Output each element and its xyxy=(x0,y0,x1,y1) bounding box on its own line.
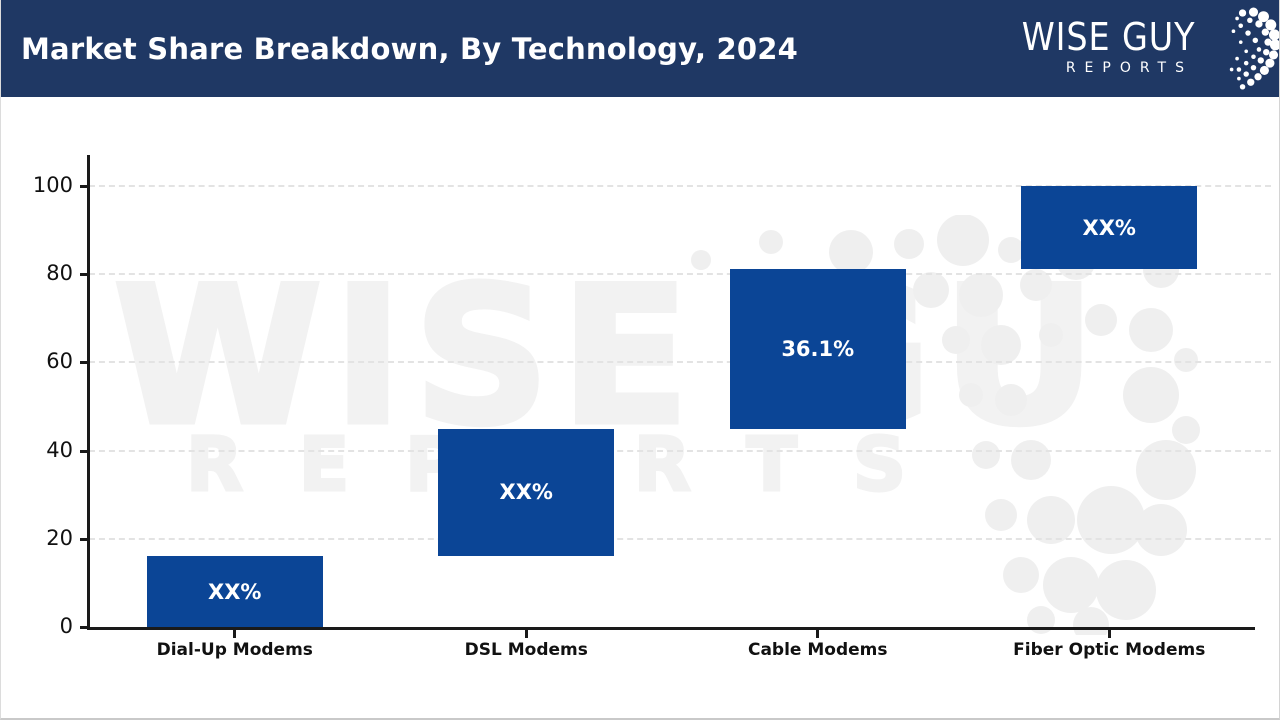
gridline-y100 xyxy=(89,185,1271,187)
header-bar: Market Share Breakdown, By Technology, 2… xyxy=(1,0,1279,97)
y-tick-mark xyxy=(80,361,88,365)
bar-value-label: 36.1% xyxy=(781,336,855,361)
y-tick-label: 20 xyxy=(46,525,73,550)
y-tick-mark xyxy=(80,185,88,188)
gridline-y20 xyxy=(89,537,1271,540)
gridline-y60 xyxy=(89,361,1271,364)
logo-text-wiseguy: WISE GUY xyxy=(1021,15,1195,59)
y-axis xyxy=(87,155,90,630)
y-tick-label: 0 xyxy=(59,614,73,638)
x-category-label: Cable Modems xyxy=(747,640,888,660)
wiseguy-logo: WISE GUY REPORTS xyxy=(998,18,1195,76)
y-tick-label: 100 xyxy=(32,173,73,197)
y-tick-mark xyxy=(80,626,88,629)
gridline-y40 xyxy=(89,449,1271,452)
gridline-y80 xyxy=(89,273,1271,276)
wiseguy-face-icon xyxy=(1229,7,1279,90)
watermark-face-dots xyxy=(691,215,1200,635)
x-tick-mark xyxy=(233,630,237,638)
x-tick-mark xyxy=(1107,630,1111,638)
y-tick-mark xyxy=(80,273,88,277)
bar-value-label: XX% xyxy=(1082,215,1136,240)
bar-fiber-optic-modems: XX% xyxy=(1021,186,1198,270)
bar-dial-up-modems: XX% xyxy=(146,556,323,627)
y-tick-label: 80 xyxy=(46,261,73,286)
bar-value-label: XX% xyxy=(499,480,553,505)
page-title: Market Share Breakdown, By Technology, 2… xyxy=(21,31,799,66)
bar-value-label: XX% xyxy=(208,579,262,604)
y-tick-mark xyxy=(80,537,88,541)
x-category-label: Fiber Optic Modems xyxy=(1013,640,1206,660)
logo-text-reports: REPORTS xyxy=(1065,60,1193,76)
x-tick-mark xyxy=(524,630,528,638)
x-tick-mark xyxy=(816,630,820,638)
y-tick-label: 40 xyxy=(46,437,73,462)
x-category-label: Dial-Up Modems xyxy=(156,640,313,660)
bar-cable-modems: 36.1% xyxy=(729,269,906,429)
bar-dsl-modems: XX% xyxy=(438,428,615,557)
x-axis xyxy=(87,627,1255,630)
y-tick-label: 60 xyxy=(46,349,73,374)
y-tick-mark xyxy=(80,449,88,453)
x-category-label: DSL Modems xyxy=(464,640,588,660)
